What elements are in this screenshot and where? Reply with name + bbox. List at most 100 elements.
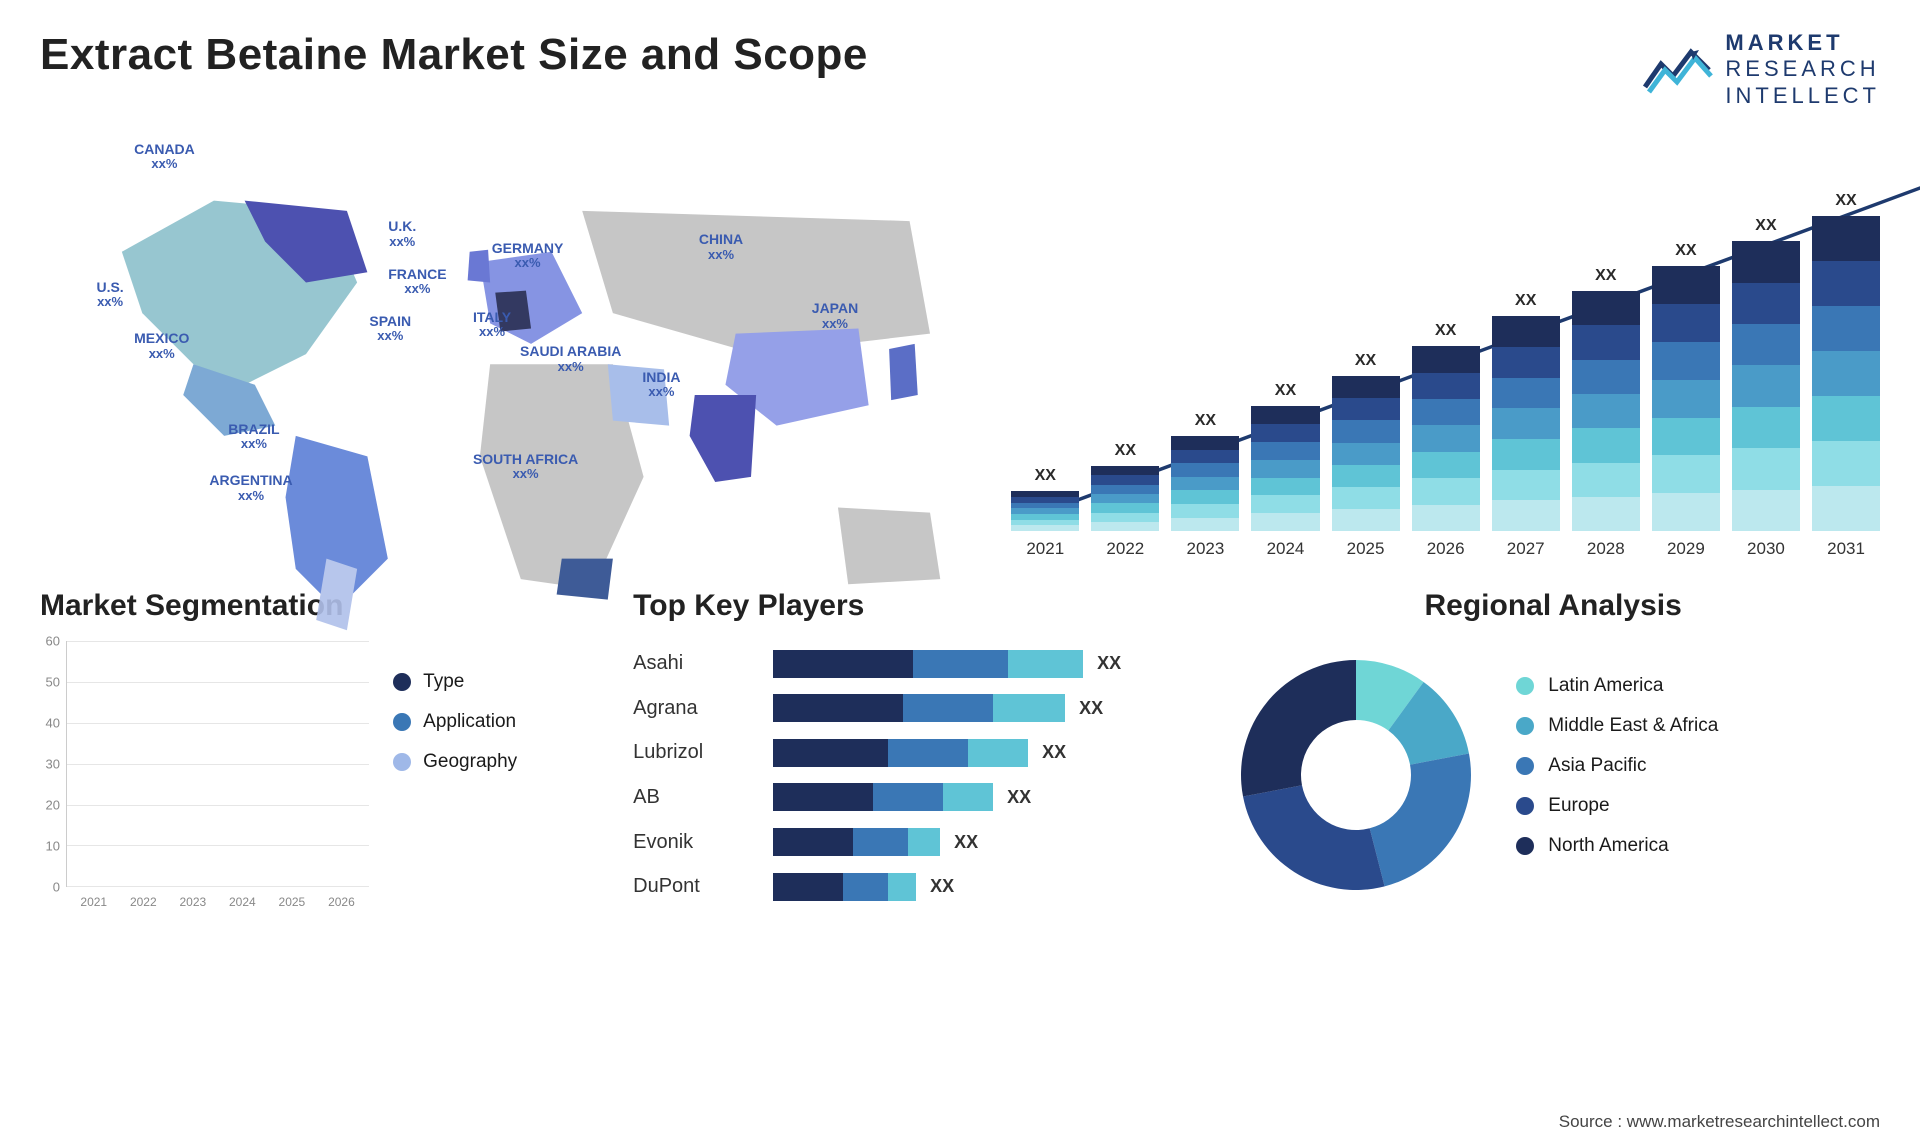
- kp-label: DuPont: [633, 875, 753, 898]
- growth-xlabel: 2031: [1812, 539, 1880, 559]
- growth-xlabel: 2021: [1011, 539, 1079, 559]
- growth-bar-label: XX: [1595, 267, 1616, 285]
- reg-legend-item: North America: [1516, 835, 1880, 857]
- world-map: [40, 129, 981, 641]
- growth-bar-2029: XX: [1652, 242, 1720, 531]
- regional-donut: [1226, 645, 1486, 905]
- seg-legend-item: Application: [393, 711, 593, 733]
- growth-bar-2028: XX: [1572, 267, 1640, 531]
- reg-legend-item: Latin America: [1516, 675, 1880, 697]
- map-region-australia: [838, 508, 940, 585]
- growth-xlabel: 2030: [1732, 539, 1800, 559]
- growth-bar-label: XX: [1675, 242, 1696, 260]
- legend-label: Type: [423, 671, 464, 693]
- regional-title: Regional Analysis: [1226, 589, 1880, 623]
- logo-text: MARKET RESEARCH INTELLECT: [1725, 30, 1880, 109]
- kp-row-evonik: XX: [773, 828, 1186, 856]
- reg-legend-item: Middle East & Africa: [1516, 715, 1880, 737]
- map-label-japan: JAPANxx%: [812, 301, 858, 331]
- logo: MARKET RESEARCH INTELLECT: [1643, 30, 1880, 109]
- map-label-mexico: MEXICOxx%: [134, 331, 189, 361]
- map-region-uk: [468, 250, 491, 283]
- seg-xlabel: 2023: [171, 895, 215, 909]
- map-region-japan: [889, 344, 918, 400]
- seg-xlabel: 2022: [122, 895, 166, 909]
- legend-label: Asia Pacific: [1548, 755, 1646, 777]
- legend-dot: [393, 713, 411, 731]
- growth-xlabel: 2029: [1652, 539, 1720, 559]
- growth-bar-label: XX: [1275, 382, 1296, 400]
- seg-xlabel: 2025: [270, 895, 314, 909]
- map-label-argentina: ARGENTINAxx%: [209, 473, 292, 503]
- seg-xlabel: 2024: [221, 895, 265, 909]
- growth-bar-2027: XX: [1492, 292, 1560, 531]
- legend-label: Europe: [1548, 795, 1609, 817]
- legend-label: Application: [423, 711, 516, 733]
- map-label-saudi-arabia: SAUDI ARABIAxx%: [520, 344, 621, 374]
- kp-row-asahi: XX: [773, 650, 1186, 678]
- growth-xlabel: 2028: [1572, 539, 1640, 559]
- seg-ytick: 0: [53, 880, 60, 895]
- seg-xlabel: 2026: [320, 895, 364, 909]
- growth-xlabel: 2026: [1412, 539, 1480, 559]
- kp-label: Lubrizol: [633, 741, 753, 764]
- growth-bar-2024: XX: [1251, 382, 1319, 531]
- legend-dot: [1516, 757, 1534, 775]
- legend-label: Geography: [423, 751, 517, 773]
- growth-bar-label: XX: [1435, 322, 1456, 340]
- donut-slice-north-america: [1241, 660, 1356, 797]
- legend-dot: [1516, 837, 1534, 855]
- growth-xlabel: 2023: [1171, 539, 1239, 559]
- key-players-labels: AsahiAgranaLubrizolABEvonikDuPont: [633, 641, 753, 909]
- growth-bar-2021: XX: [1011, 467, 1079, 531]
- growth-bar-label: XX: [1835, 192, 1856, 210]
- map-label-italy: ITALYxx%: [473, 310, 511, 340]
- kp-value: XX: [1079, 698, 1103, 719]
- kp-value: XX: [930, 876, 954, 897]
- seg-ytick: 20: [46, 798, 60, 813]
- kp-label: Asahi: [633, 652, 753, 675]
- segmentation-chart: 0102030405060 202120222023202420252026: [40, 641, 369, 909]
- world-map-panel: CANADAxx%U.S.xx%MEXICOxx%BRAZILxx%ARGENT…: [40, 129, 981, 559]
- kp-row-lubrizol: XX: [773, 739, 1186, 767]
- page-title: Extract Betaine Market Size and Scope: [40, 30, 868, 80]
- map-region-india: [690, 395, 756, 482]
- seg-ytick: 50: [46, 675, 60, 690]
- growth-xlabel: 2025: [1332, 539, 1400, 559]
- legend-label: North America: [1548, 835, 1668, 857]
- kp-row-dupont: XX: [773, 873, 1186, 901]
- map-region-russia-asia: [582, 211, 930, 354]
- regional-panel: Regional Analysis Latin America Middle Ea…: [1226, 589, 1880, 909]
- kp-value: XX: [1007, 787, 1031, 808]
- donut-slice-asia-pacific: [1370, 754, 1471, 887]
- growth-bar-2022: XX: [1091, 442, 1159, 531]
- seg-xlabel: 2021: [72, 895, 116, 909]
- map-label-spain: SPAINxx%: [369, 314, 411, 344]
- key-players-bars: XX XX XX XX XX XX: [773, 641, 1186, 909]
- legend-label: Middle East & Africa: [1548, 715, 1718, 737]
- growth-xlabel: 2024: [1251, 539, 1319, 559]
- growth-xlabel: 2022: [1091, 539, 1159, 559]
- legend-dot: [393, 753, 411, 771]
- legend-dot: [1516, 797, 1534, 815]
- growth-bar-label: XX: [1115, 442, 1136, 460]
- kp-row-agrana: XX: [773, 694, 1186, 722]
- reg-legend-item: Europe: [1516, 795, 1880, 817]
- legend-label: Latin America: [1548, 675, 1663, 697]
- growth-bar-2031: XX: [1812, 192, 1880, 531]
- kp-row-ab: XX: [773, 783, 1186, 811]
- map-label-germany: GERMANYxx%: [492, 241, 564, 271]
- seg-ytick: 40: [46, 716, 60, 731]
- seg-ytick: 10: [46, 839, 60, 854]
- map-label-u-k-: U.K.xx%: [388, 219, 416, 249]
- growth-bar-2026: XX: [1412, 322, 1480, 531]
- kp-value: XX: [1042, 742, 1066, 763]
- donut-slice-europe: [1243, 785, 1385, 890]
- logo-icon: [1643, 42, 1713, 97]
- seg-ytick: 60: [46, 634, 60, 649]
- map-label-brazil: BRAZILxx%: [228, 422, 279, 452]
- kp-label: Agrana: [633, 697, 753, 720]
- header: Extract Betaine Market Size and Scope MA…: [40, 30, 1880, 109]
- regional-legend: Latin America Middle East & Africa Asia Pa…: [1516, 675, 1880, 875]
- growth-bar-2030: XX: [1732, 217, 1800, 531]
